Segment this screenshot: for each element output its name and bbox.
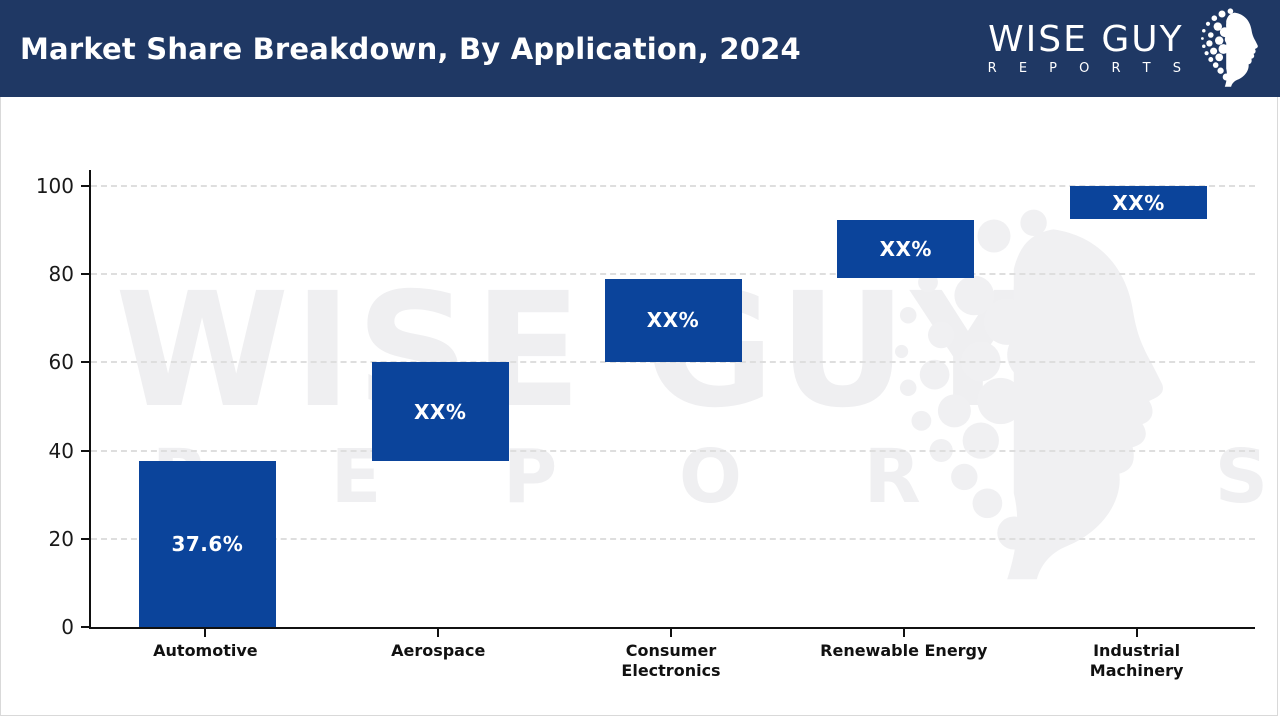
x-axis-label-line: Electronics [621, 661, 721, 680]
gridline-40 [91, 449, 1255, 452]
x-axis-label-renewable-energy: Renewable Energy [787, 641, 1020, 661]
y-tick-20 [81, 537, 89, 540]
bar-renewable-energy: XX% [837, 219, 975, 279]
bar-consumer-electronics: XX% [604, 279, 742, 362]
bar-value-label-automotive: 37.6% [171, 532, 244, 557]
x-axis-label-aerospace: Aerospace [322, 641, 555, 661]
bar-aerospace: XX% [371, 362, 509, 462]
bar-value-label-aerospace: XX% [413, 399, 467, 424]
x-axis-label-automotive: Automotive [89, 641, 322, 661]
x-axis-label-line: Aerospace [391, 641, 486, 660]
wiseguy-logo: WISE GUY R E P O R T S [982, 5, 1266, 92]
y-axis-label-20: 20 [48, 526, 74, 551]
x-tick-aerospace [437, 629, 440, 637]
y-tick-100 [81, 185, 89, 187]
y-axis-label-0: 0 [61, 615, 74, 639]
x-axis-label-consumer-electronics: Consumer Electronics [555, 641, 788, 681]
logo-reports-text: R E P O R T S [987, 60, 1190, 76]
x-axis-label-line: Consumer [625, 641, 717, 660]
gridline-80 [91, 273, 1255, 276]
bar-value-label-renewable-energy: XX% [879, 237, 932, 262]
logo-wiseguy-text: WISE GUY [988, 19, 1184, 61]
x-tick-automotive [204, 629, 207, 637]
gridline-100 [91, 185, 1255, 187]
x-axis-label-line: Industrial [1093, 641, 1181, 660]
x-axis-label-line: Machinery [1089, 661, 1184, 680]
y-axis-label-40: 40 [48, 438, 74, 463]
y-tick-40 [81, 449, 89, 452]
gridline-20 [91, 537, 1255, 540]
x-axis-label-line: Renewable Energy [820, 641, 988, 660]
y-axis-label-60: 60 [48, 350, 74, 375]
x-axis-label-line: Automotive [153, 641, 258, 660]
y-tick-0 [81, 626, 89, 628]
bar-automotive: 37.6% [138, 461, 276, 627]
y-axis-label-80: 80 [48, 262, 74, 287]
watermark-face-icon [895, 209, 1163, 580]
x-tick-renewable-energy [902, 629, 905, 637]
y-tick-80 [81, 273, 89, 276]
bar-value-label-consumer-electronics: XX% [646, 308, 700, 333]
watermark-wiseguy-text: WISE GUY [115, 259, 1030, 443]
page-title: Market Share Breakdown, By Application, … [20, 31, 801, 66]
x-tick-industrial-machinery [1135, 629, 1138, 637]
bar-value-label-industrial-machinery: XX% [1112, 190, 1165, 215]
gridline-60 [91, 361, 1255, 364]
plot-area: 37.6% XX% XX% XX% XX% [89, 170, 1255, 629]
bar-industrial-machinery: XX% [1070, 186, 1208, 220]
y-tick-60 [81, 361, 89, 364]
wiseguy-face-icon [1201, 7, 1258, 87]
x-tick-consumer-electronics [670, 629, 672, 637]
logo-text: WISE GUY R E P O R T S [982, 21, 1190, 76]
x-axis-label-industrial-machinery: Industrial Machinery [1020, 641, 1253, 681]
header-bar: Market Share Breakdown, By Application, … [0, 0, 1280, 97]
y-axis-label-100: 100 [35, 174, 74, 198]
